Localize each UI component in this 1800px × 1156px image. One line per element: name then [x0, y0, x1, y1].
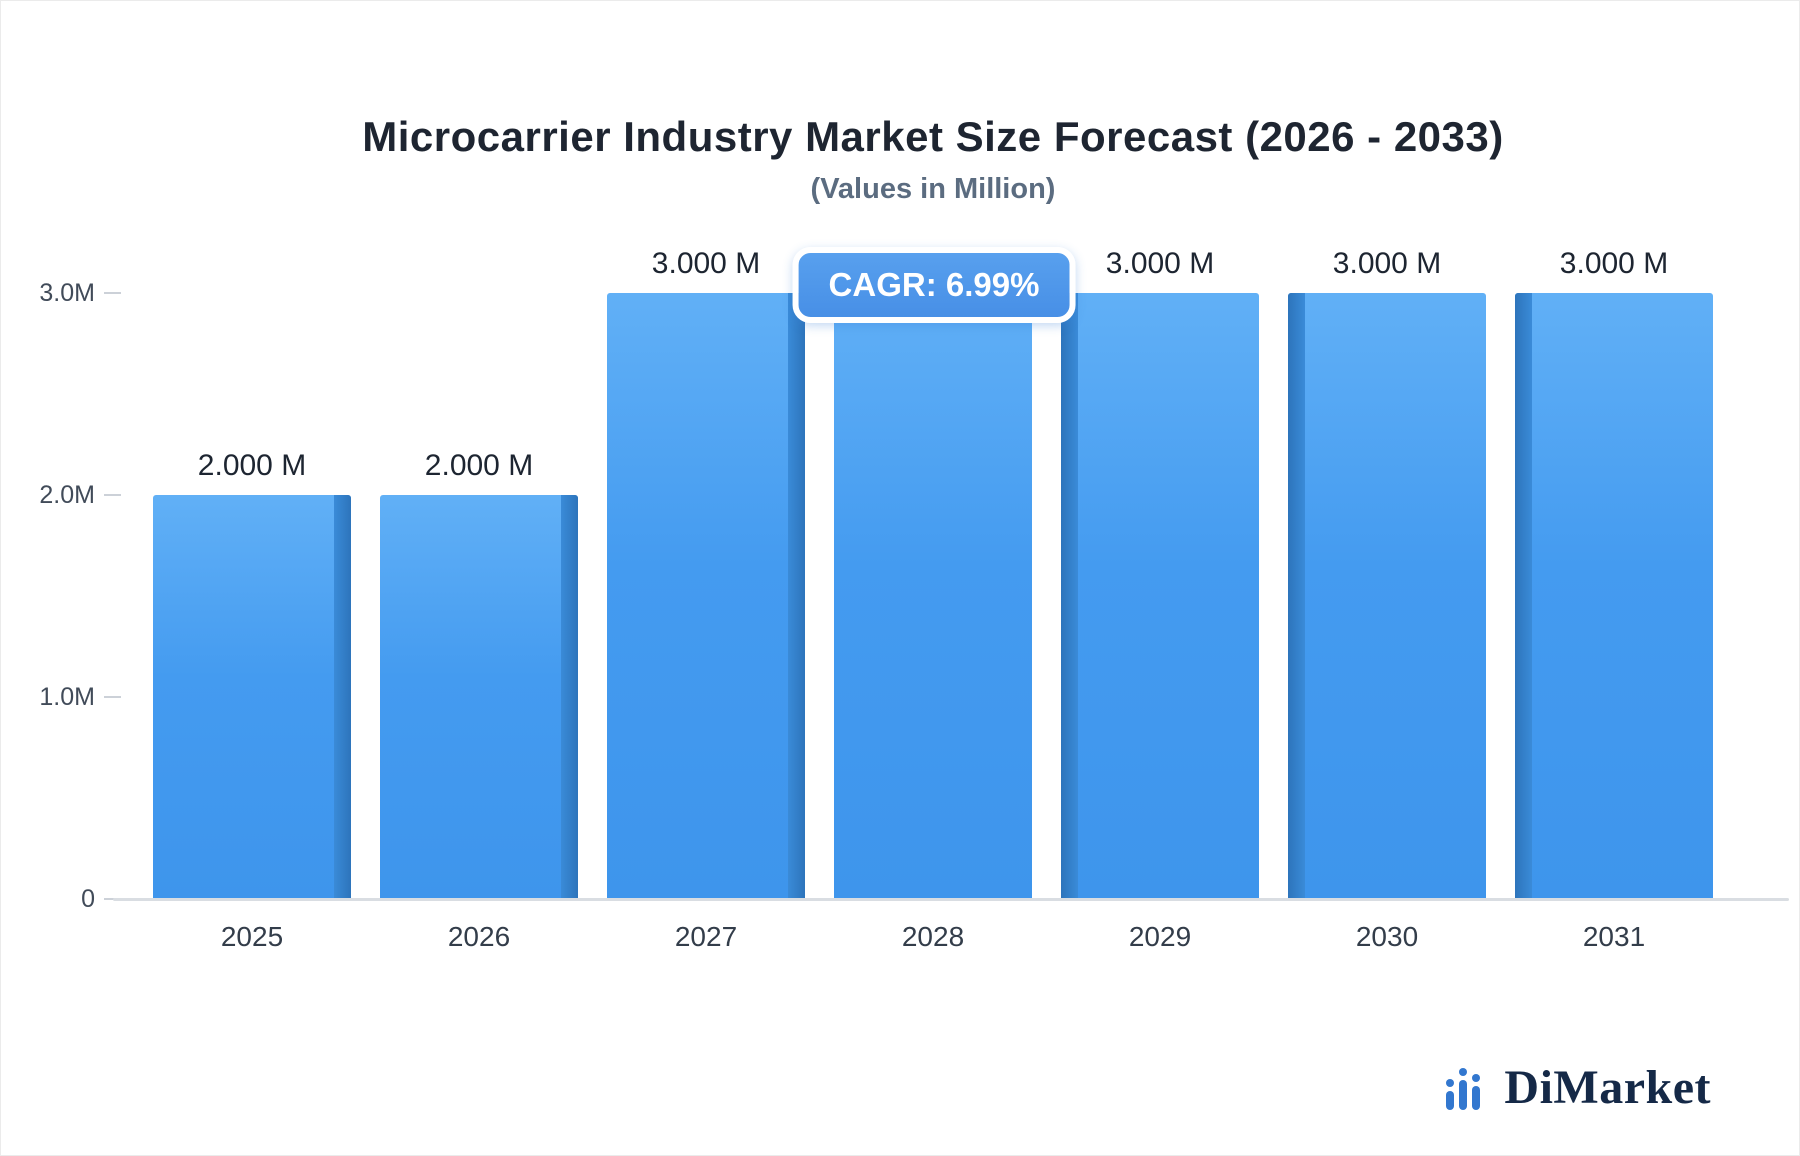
y-axis-tick	[104, 696, 121, 698]
chart-subtitle: (Values in Million)	[810, 173, 1056, 205]
bar-group-2027: 3.000 M 2027	[607, 247, 805, 952]
x-axis-label: 2026	[447, 921, 511, 952]
x-axis-label: 2031	[1582, 921, 1646, 952]
x-axis-line	[113, 898, 1789, 901]
bar-value-label: 3.000 M	[1332, 247, 1442, 280]
x-axis-label: 2030	[1355, 921, 1419, 952]
chart-title: Microcarrier Industry Market Size Foreca…	[362, 113, 1504, 160]
bar-group-2031: 3.000 M 2031	[1515, 247, 1713, 952]
y-axis-tick	[104, 494, 121, 496]
bar-group-2026: 2.000 M 2026	[380, 449, 578, 952]
x-axis-label: 2025	[220, 921, 284, 952]
x-axis-label: 2029	[1128, 921, 1192, 952]
x-axis-label: 2027	[674, 921, 738, 952]
y-axis-tick	[104, 898, 121, 900]
bar-group-2025: 2.000 M 2025	[153, 449, 351, 952]
bar-2026[interactable]	[380, 495, 578, 899]
bar-chart-icon	[1446, 1067, 1481, 1110]
y-axis-tick	[104, 292, 121, 294]
bar-value-label: 3.000 M	[1559, 247, 1669, 280]
bar-value-label: 3.000 M	[1105, 247, 1215, 280]
dimarket-logo: DiMarket	[1443, 1060, 1711, 1115]
bar-group-2028: 3.000 M2028	[834, 247, 1032, 952]
bar-value-label: 3.000 M	[651, 247, 761, 280]
logo-text: DiMarket	[1504, 1061, 1711, 1114]
bar-group-2029: 3.000 M 2029	[1061, 247, 1259, 952]
y-axis-label: 2.0M	[39, 481, 95, 509]
cagr-badge: CAGR: 6.99%	[792, 247, 1076, 323]
bar-2030[interactable]	[1288, 293, 1486, 899]
x-axis-label: 2028	[901, 921, 965, 952]
bar-group-2030: 3.000 M 2030	[1288, 247, 1486, 952]
bar-value-label: 2.000 M	[197, 449, 307, 482]
bar-value-label: 2.000 M	[424, 449, 534, 482]
y-axis: 3.0M 2.0M 1.0M 0	[1, 279, 131, 913]
y-axis-label: 0	[81, 885, 95, 913]
bar-2025[interactable]	[153, 495, 351, 899]
y-axis-label: 1.0M	[39, 683, 95, 711]
bar-2027[interactable]	[607, 293, 805, 899]
bar-2031[interactable]	[1515, 293, 1713, 899]
bar-2028[interactable]	[834, 293, 1032, 899]
bar-2029[interactable]	[1061, 293, 1259, 899]
y-axis-label: 3.0M	[39, 279, 95, 307]
